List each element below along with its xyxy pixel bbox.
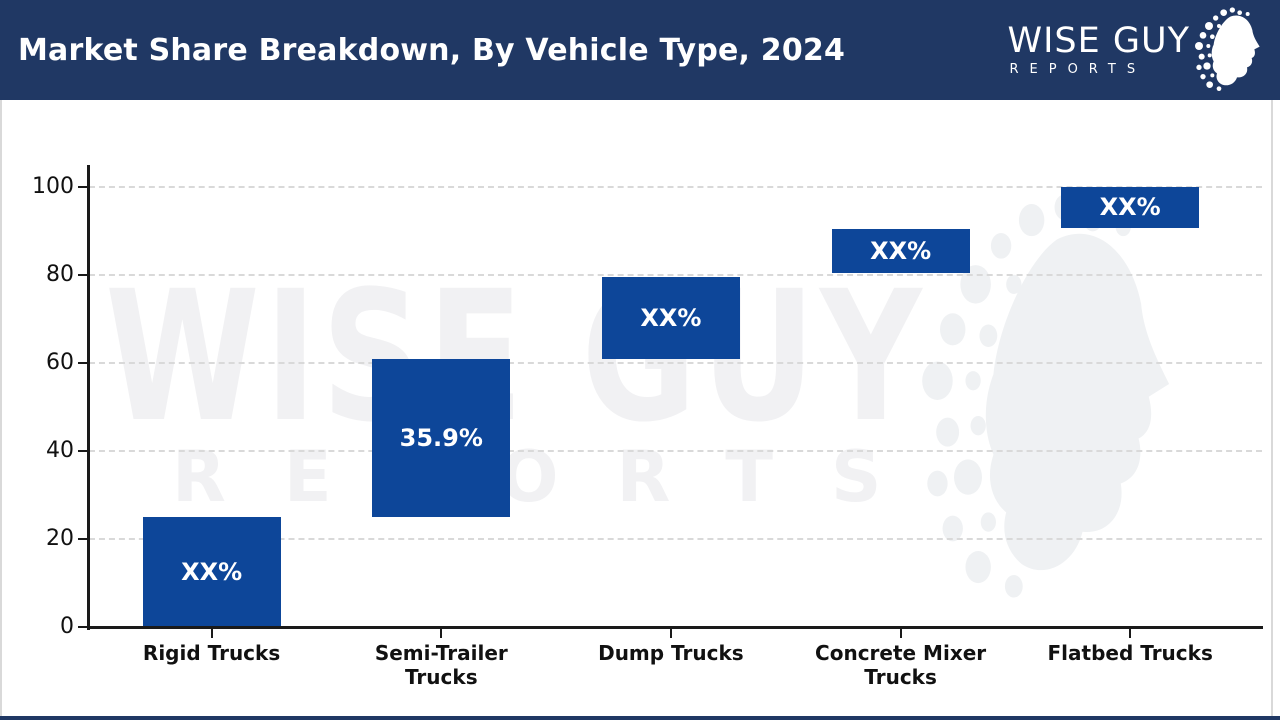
- x-tick-label-3: Concrete Mixer Trucks: [815, 641, 987, 689]
- x-tick-4: [1129, 629, 1132, 638]
- page-title: Market Share Breakdown, By Vehicle Type,…: [18, 32, 846, 68]
- x-tick-label-2: Dump Trucks: [598, 641, 744, 665]
- bar-value-label: XX%: [640, 303, 702, 332]
- bar-semi-trailer-trucks: 35.9%: [372, 359, 511, 517]
- x-tick-label-0: Rigid Trucks: [142, 641, 281, 665]
- bar-value-label: XX%: [181, 558, 243, 586]
- y-tick-20: [78, 538, 88, 540]
- gridline-80: [89, 274, 1262, 276]
- y-tick-0: [78, 626, 88, 628]
- y-tick-label-60: 60: [46, 350, 74, 375]
- brand-logo: WISE GUY REPORTS: [1007, 6, 1266, 94]
- brand-subtitle: REPORTS: [1009, 62, 1147, 77]
- right-border: [1271, 100, 1273, 716]
- x-tick-0: [210, 629, 213, 638]
- y-tick-label-80: 80: [46, 262, 74, 287]
- y-tick-40: [78, 450, 88, 452]
- left-border: [0, 100, 2, 720]
- gridline-100: [89, 186, 1262, 188]
- x-tick-3: [899, 629, 902, 638]
- bar-rigid-trucks: XX%: [142, 517, 281, 627]
- gridline-40: [89, 450, 1262, 452]
- y-tick-label-100: 100: [32, 174, 74, 199]
- brand-name: WISE GUY: [1007, 21, 1190, 61]
- y-tick-label-20: 20: [46, 526, 74, 551]
- bar-dump-trucks: XX%: [601, 276, 740, 359]
- x-axis-line: [87, 626, 1263, 629]
- x-tick-2: [669, 629, 672, 638]
- y-axis-line: [87, 165, 90, 630]
- x-tick-label-1: Semi-Trailer Trucks: [374, 641, 508, 689]
- gridline-20: [89, 538, 1262, 540]
- y-tick-label-0: 0: [60, 614, 74, 639]
- y-tick-60: [78, 362, 88, 364]
- header: Market Share Breakdown, By Vehicle Type,…: [0, 0, 1280, 100]
- brand-text: WISE GUY REPORTS: [1007, 21, 1190, 77]
- footer-bar: [0, 716, 1280, 720]
- bar-value-label: 35.9%: [399, 424, 483, 452]
- y-tick-label-40: 40: [46, 438, 74, 463]
- bar-value-label: XX%: [870, 236, 932, 265]
- x-tick-label-4: Flatbed Trucks: [1047, 641, 1213, 665]
- x-tick-1: [440, 629, 443, 638]
- y-tick-100: [78, 186, 88, 188]
- gridline-60: [89, 362, 1262, 364]
- wiseguy-head-icon: [1192, 6, 1266, 94]
- y-tick-80: [78, 274, 88, 276]
